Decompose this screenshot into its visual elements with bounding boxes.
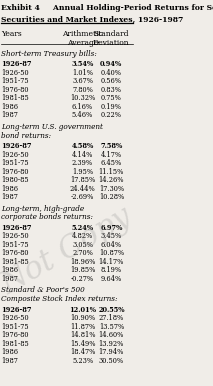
Text: 1951-75: 1951-75 bbox=[1, 241, 29, 249]
Text: 4.58%: 4.58% bbox=[71, 142, 94, 150]
Text: Securities and Market Indexes, 1926-1987: Securities and Market Indexes, 1926-1987 bbox=[1, 15, 184, 24]
Text: 1926-87: 1926-87 bbox=[1, 224, 32, 232]
Text: 1981-85: 1981-85 bbox=[1, 258, 29, 266]
Text: 1976-80: 1976-80 bbox=[1, 249, 29, 257]
Text: 8.19%: 8.19% bbox=[101, 266, 122, 274]
Text: 0.56%: 0.56% bbox=[101, 77, 122, 85]
Text: 18.47%: 18.47% bbox=[70, 348, 95, 356]
Text: 11.15%: 11.15% bbox=[99, 168, 124, 176]
Text: 3.54%: 3.54% bbox=[71, 60, 94, 68]
Text: Not Copy: Not Copy bbox=[0, 201, 138, 301]
Text: 1976-80: 1976-80 bbox=[1, 86, 29, 94]
Text: 1926-50: 1926-50 bbox=[1, 232, 29, 240]
Text: 1987: 1987 bbox=[1, 357, 18, 365]
Text: 7.58%: 7.58% bbox=[100, 142, 122, 150]
Text: 1.01%: 1.01% bbox=[72, 69, 93, 77]
Text: 10.90%: 10.90% bbox=[70, 314, 95, 322]
Text: 17.85%: 17.85% bbox=[70, 176, 95, 184]
Text: 1986: 1986 bbox=[1, 103, 18, 111]
Text: corporate bonds returns:: corporate bonds returns: bbox=[1, 213, 93, 222]
Text: bond returns:: bond returns: bbox=[1, 132, 52, 140]
Text: 1986: 1986 bbox=[1, 185, 18, 193]
Text: 24.44%: 24.44% bbox=[70, 185, 95, 193]
Text: 0.40%: 0.40% bbox=[101, 69, 122, 77]
Text: 11.87%: 11.87% bbox=[70, 323, 95, 331]
Text: 30.50%: 30.50% bbox=[99, 357, 124, 365]
Text: 1951-75: 1951-75 bbox=[1, 77, 29, 85]
Text: 1987: 1987 bbox=[1, 193, 18, 201]
Text: 10.87%: 10.87% bbox=[99, 249, 124, 257]
Text: 14.60%: 14.60% bbox=[99, 331, 124, 339]
Text: 1986: 1986 bbox=[1, 348, 18, 356]
Text: 1926-87: 1926-87 bbox=[1, 142, 32, 150]
Text: 0.94%: 0.94% bbox=[100, 60, 122, 68]
Text: 1926-87: 1926-87 bbox=[1, 60, 32, 68]
Text: 17.30%: 17.30% bbox=[99, 185, 124, 193]
Text: 14.17%: 14.17% bbox=[99, 258, 124, 266]
Text: 6.16%: 6.16% bbox=[72, 103, 93, 111]
Text: Arithmetic: Arithmetic bbox=[62, 30, 103, 38]
Text: 12.01%: 12.01% bbox=[69, 306, 96, 314]
Text: -2.69%: -2.69% bbox=[71, 193, 94, 201]
Text: Standard & Poor's 500: Standard & Poor's 500 bbox=[1, 286, 85, 295]
Text: 19.85%: 19.85% bbox=[70, 266, 95, 274]
Text: 18.96%: 18.96% bbox=[70, 258, 95, 266]
Text: 14.26%: 14.26% bbox=[99, 176, 124, 184]
Text: 3.67%: 3.67% bbox=[72, 77, 93, 85]
Text: 1987: 1987 bbox=[1, 275, 18, 283]
Text: 1951-75: 1951-75 bbox=[1, 159, 29, 167]
Text: Average: Average bbox=[67, 39, 98, 47]
Text: 1926-50: 1926-50 bbox=[1, 151, 29, 159]
Text: Years: Years bbox=[1, 30, 22, 38]
Text: 13.92%: 13.92% bbox=[99, 340, 124, 348]
Text: 0.75%: 0.75% bbox=[101, 94, 122, 102]
Text: Long-term U.S. government: Long-term U.S. government bbox=[1, 123, 103, 131]
Text: 13.57%: 13.57% bbox=[99, 323, 124, 331]
Text: 6.97%: 6.97% bbox=[100, 224, 122, 232]
Text: Long-term, high-grade: Long-term, high-grade bbox=[1, 205, 85, 213]
Text: 5.23%: 5.23% bbox=[72, 357, 93, 365]
Text: 1980-85: 1980-85 bbox=[1, 176, 29, 184]
Text: 2.70%: 2.70% bbox=[72, 249, 93, 257]
Text: 7.80%: 7.80% bbox=[72, 86, 93, 94]
Text: Short-term Treasury bills:: Short-term Treasury bills: bbox=[1, 50, 97, 58]
Text: 1981-85: 1981-85 bbox=[1, 340, 29, 348]
Text: 0.83%: 0.83% bbox=[101, 86, 122, 94]
Text: 1987: 1987 bbox=[1, 111, 18, 119]
Text: 5.46%: 5.46% bbox=[72, 111, 93, 119]
Text: 15.49%: 15.49% bbox=[70, 340, 95, 348]
Text: 17.94%: 17.94% bbox=[99, 348, 124, 356]
Text: 27.18%: 27.18% bbox=[99, 314, 124, 322]
Text: 1926-87: 1926-87 bbox=[1, 306, 32, 314]
Text: 2.39%: 2.39% bbox=[72, 159, 93, 167]
Text: 10.32%: 10.32% bbox=[70, 94, 95, 102]
Text: 9.64%: 9.64% bbox=[101, 275, 122, 283]
Text: 1981-85: 1981-85 bbox=[1, 94, 29, 102]
Text: 14.81%: 14.81% bbox=[70, 331, 95, 339]
Text: 4.14%: 4.14% bbox=[72, 151, 93, 159]
Text: 3.05%: 3.05% bbox=[72, 241, 93, 249]
Text: Standard: Standard bbox=[94, 30, 129, 38]
Text: -0.27%: -0.27% bbox=[71, 275, 94, 283]
Text: 3.45%: 3.45% bbox=[101, 232, 122, 240]
Text: 1951-75: 1951-75 bbox=[1, 323, 29, 331]
Text: 6.45%: 6.45% bbox=[101, 159, 122, 167]
Text: 10.28%: 10.28% bbox=[99, 193, 124, 201]
Text: 0.22%: 0.22% bbox=[101, 111, 122, 119]
Text: Composite Stock Index returns:: Composite Stock Index returns: bbox=[1, 295, 118, 303]
Text: 6.04%: 6.04% bbox=[101, 241, 122, 249]
Text: 1.95%: 1.95% bbox=[72, 168, 93, 176]
Text: 0.19%: 0.19% bbox=[101, 103, 122, 111]
Text: Exhibit 4     Annual Holding-Period Returns for Selected: Exhibit 4 Annual Holding-Period Returns … bbox=[1, 4, 213, 12]
Text: 4.17%: 4.17% bbox=[101, 151, 122, 159]
Text: 1926-50: 1926-50 bbox=[1, 314, 29, 322]
Text: 5.24%: 5.24% bbox=[71, 224, 94, 232]
Text: 1976-80: 1976-80 bbox=[1, 331, 29, 339]
Text: 1926-50: 1926-50 bbox=[1, 69, 29, 77]
Text: 1986: 1986 bbox=[1, 266, 18, 274]
Text: 4.82%: 4.82% bbox=[72, 232, 93, 240]
Text: 1976-80: 1976-80 bbox=[1, 168, 29, 176]
Text: 20.55%: 20.55% bbox=[98, 306, 125, 314]
Text: Deviation: Deviation bbox=[93, 39, 130, 47]
